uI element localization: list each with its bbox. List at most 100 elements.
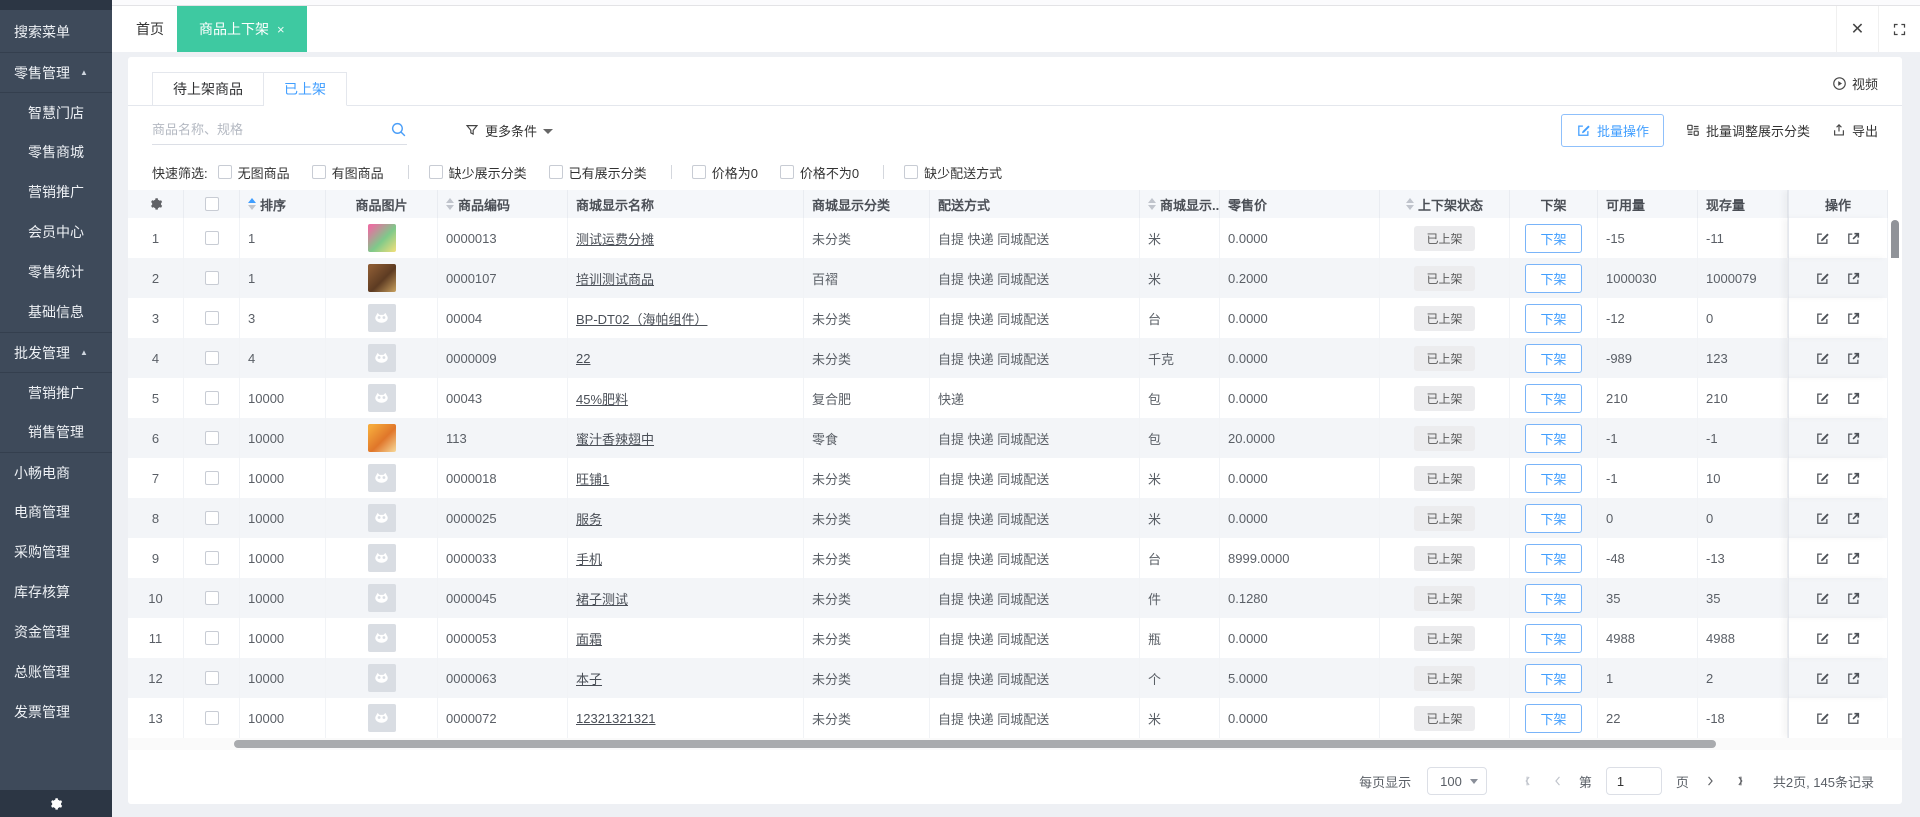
sidebar-item[interactable]: 零售商城 xyxy=(0,132,112,172)
open-row-icon[interactable] xyxy=(1846,591,1861,606)
quick-filter-checkbox[interactable]: 有图商品 xyxy=(311,163,384,182)
edit-row-icon[interactable] xyxy=(1815,351,1830,366)
batch-adjust-category-button[interactable]: 批量调整展示分类 xyxy=(1686,121,1810,140)
select-all-checkbox[interactable] xyxy=(204,197,219,211)
column-header-code[interactable]: 商品编码 xyxy=(438,190,568,218)
vertical-scroll-lane[interactable] xyxy=(1888,578,1902,618)
product-name-link[interactable]: 面霜 xyxy=(576,631,603,647)
checkbox-icon[interactable] xyxy=(904,165,919,179)
sidebar-item[interactable]: 会员中心 xyxy=(0,212,112,252)
column-header-status[interactable]: 上下架状态 xyxy=(1380,190,1510,218)
offshelf-button[interactable]: 下架 xyxy=(1525,543,1582,573)
product-image[interactable] xyxy=(367,464,396,492)
tab-home[interactable]: 首页 xyxy=(136,21,164,37)
column-header-sort[interactable]: 排序 xyxy=(240,190,326,218)
row-checkbox[interactable] xyxy=(204,391,219,405)
edit-row-icon[interactable] xyxy=(1815,511,1830,526)
last-page-icon[interactable] xyxy=(1731,774,1745,788)
product-name-link[interactable]: 培训测试商品 xyxy=(576,271,655,287)
checkbox-icon[interactable] xyxy=(428,165,443,179)
horizontal-scrollbar-thumb[interactable] xyxy=(234,740,1716,748)
open-row-icon[interactable] xyxy=(1846,471,1861,486)
sort-carets-icon[interactable] xyxy=(248,198,256,210)
product-name-link[interactable]: 22 xyxy=(576,350,591,366)
quick-filter-checkbox[interactable]: 缺少展示分类 xyxy=(428,163,527,182)
product-name-link[interactable]: 12321321321 xyxy=(576,710,656,726)
open-row-icon[interactable] xyxy=(1846,431,1861,446)
export-button[interactable]: 导出 xyxy=(1832,121,1878,140)
sidebar-item[interactable]: 搜索菜单 xyxy=(0,12,112,52)
vertical-scroll-lane[interactable] xyxy=(1888,498,1902,538)
open-row-icon[interactable] xyxy=(1846,671,1861,686)
product-image[interactable] xyxy=(367,664,396,692)
open-row-icon[interactable] xyxy=(1846,711,1861,726)
open-row-icon[interactable] xyxy=(1846,631,1861,646)
per-page-select[interactable]: 100 xyxy=(1427,767,1487,795)
vertical-scroll-lane[interactable] xyxy=(1888,298,1902,338)
close-all-tabs-button[interactable]: ✕ xyxy=(1836,6,1878,52)
quick-filter-checkbox[interactable]: 价格不为0 xyxy=(779,163,859,182)
row-checkbox[interactable] xyxy=(204,351,219,365)
video-link[interactable]: 视频 xyxy=(1832,74,1878,93)
product-image[interactable] xyxy=(367,264,396,292)
sidebar-item[interactable]: 智慧门店 xyxy=(0,92,112,132)
product-name-link[interactable]: 蜜汁香辣翅中 xyxy=(576,431,655,447)
sort-carets-icon[interactable] xyxy=(1405,198,1414,210)
row-checkbox[interactable] xyxy=(204,711,219,725)
settings-gear-icon[interactable] xyxy=(49,797,63,811)
vertical-scroll-lane[interactable] xyxy=(1888,218,1902,298)
offshelf-button[interactable]: 下架 xyxy=(1525,303,1582,333)
open-row-icon[interactable] xyxy=(1846,231,1861,246)
row-checkbox[interactable] xyxy=(204,311,219,325)
column-header-idx[interactable] xyxy=(128,190,184,218)
row-checkbox[interactable] xyxy=(204,271,219,285)
product-image[interactable] xyxy=(367,704,396,732)
edit-row-icon[interactable] xyxy=(1815,431,1830,446)
vertical-scroll-lane[interactable] xyxy=(1888,538,1902,578)
offshelf-button[interactable]: 下架 xyxy=(1525,623,1582,653)
sidebar-item[interactable]: 小畅电商 xyxy=(0,452,112,492)
next-page-icon[interactable] xyxy=(1703,774,1717,788)
product-image[interactable] xyxy=(367,624,396,652)
sidebar-item[interactable]: 销售管理 xyxy=(0,412,112,452)
more-filter-button[interactable]: 更多条件 xyxy=(465,121,554,140)
horizontal-scrollbar[interactable] xyxy=(128,738,1902,750)
product-image[interactable] xyxy=(367,224,396,252)
vertical-scroll-lane[interactable] xyxy=(1888,338,1902,378)
checkbox-icon[interactable] xyxy=(217,165,232,179)
sidebar-item[interactable]: 营销推广 xyxy=(0,372,112,412)
offshelf-button[interactable]: 下架 xyxy=(1525,263,1582,293)
tab-close-icon[interactable]: × xyxy=(277,21,285,37)
sidebar-item[interactable]: 零售管理 ▲ xyxy=(0,52,112,92)
offshelf-button[interactable]: 下架 xyxy=(1525,423,1582,453)
offshelf-button[interactable]: 下架 xyxy=(1525,343,1582,373)
row-checkbox[interactable] xyxy=(204,431,219,445)
product-image[interactable] xyxy=(367,544,396,572)
batch-operate-button[interactable]: 批量操作 xyxy=(1560,113,1664,147)
product-name-link[interactable]: 旺铺1 xyxy=(576,471,610,487)
edit-row-icon[interactable] xyxy=(1815,551,1830,566)
column-settings-gear-icon[interactable] xyxy=(149,197,163,211)
product-name-link[interactable]: 45%肥料 xyxy=(576,391,629,407)
product-image[interactable] xyxy=(367,384,396,412)
sidebar-item[interactable]: 零售统计 xyxy=(0,252,112,292)
edit-row-icon[interactable] xyxy=(1815,311,1830,326)
row-checkbox[interactable] xyxy=(204,231,219,245)
sidebar-item[interactable]: 营销推广 xyxy=(0,172,112,212)
vertical-scroll-lane[interactable] xyxy=(1888,418,1902,458)
prev-page-icon[interactable] xyxy=(1551,774,1565,788)
sidebar-item[interactable]: 批发管理 ▲ xyxy=(0,332,112,372)
column-header-unit[interactable]: 商城显示... xyxy=(1140,190,1220,218)
vertical-scroll-lane[interactable] xyxy=(1888,658,1902,698)
subtab-active[interactable]: 已上架 xyxy=(264,72,347,106)
sidebar-item[interactable]: 电商管理 xyxy=(0,492,112,532)
edit-row-icon[interactable] xyxy=(1815,631,1830,646)
checkbox-icon[interactable] xyxy=(548,165,563,179)
vertical-scroll-lane[interactable] xyxy=(1888,258,1902,298)
page-number-input[interactable] xyxy=(1605,767,1662,795)
column-header-cb[interactable] xyxy=(184,190,240,218)
edit-row-icon[interactable] xyxy=(1815,231,1830,246)
sort-carets-icon[interactable] xyxy=(1148,198,1156,210)
offshelf-button[interactable]: 下架 xyxy=(1525,703,1582,733)
sidebar-item[interactable]: 资金管理 xyxy=(0,612,112,652)
